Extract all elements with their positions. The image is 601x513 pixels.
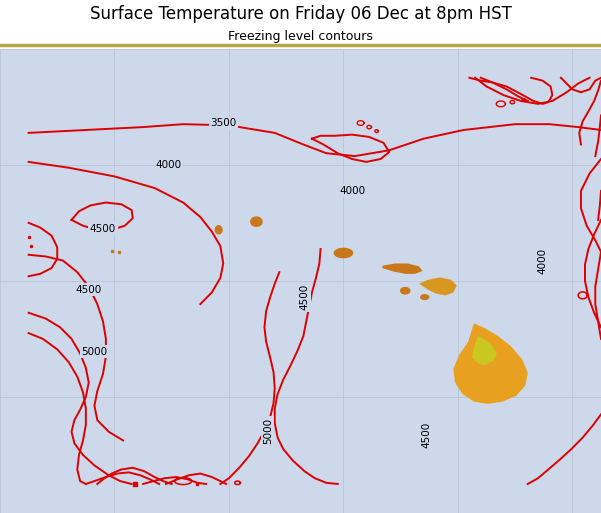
Polygon shape	[382, 264, 423, 274]
Text: 5000: 5000	[263, 418, 273, 444]
Text: 4000: 4000	[339, 186, 365, 196]
Text: Surface Temperature on Friday 06 Dec at 8pm HST: Surface Temperature on Friday 06 Dec at …	[90, 5, 511, 23]
Polygon shape	[251, 217, 262, 226]
Text: 4000: 4000	[156, 160, 182, 170]
Text: 4500: 4500	[299, 284, 310, 310]
Polygon shape	[215, 226, 222, 234]
Text: 5000: 5000	[81, 347, 108, 357]
Text: 4500: 4500	[421, 422, 432, 448]
Polygon shape	[334, 248, 353, 258]
Polygon shape	[421, 295, 429, 300]
Polygon shape	[419, 278, 457, 295]
Text: 4500: 4500	[76, 285, 102, 294]
Text: 4000: 4000	[538, 247, 548, 273]
Text: Freezing level contours: Freezing level contours	[228, 30, 373, 43]
Polygon shape	[472, 336, 497, 365]
Polygon shape	[401, 288, 410, 294]
Text: 4500: 4500	[90, 224, 116, 233]
Text: 3500: 3500	[210, 118, 236, 128]
Polygon shape	[453, 323, 528, 404]
